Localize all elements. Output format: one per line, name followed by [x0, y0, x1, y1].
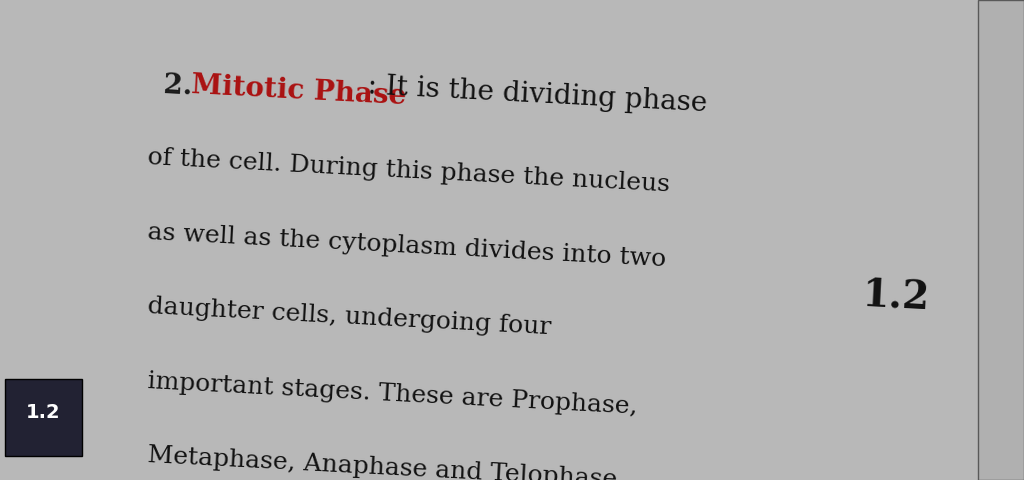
Text: Mitotic Phase: Mitotic Phase — [191, 72, 408, 110]
FancyBboxPatch shape — [5, 379, 82, 456]
Text: 2.: 2. — [163, 72, 203, 101]
Text: : It is the dividing phase: : It is the dividing phase — [358, 72, 708, 117]
Text: important stages. These are Prophase,: important stages. These are Prophase, — [147, 370, 638, 418]
Text: Metaphase, Anaphase and Telophase.: Metaphase, Anaphase and Telophase. — [147, 444, 626, 480]
Text: 1.2: 1.2 — [27, 403, 60, 422]
Text: daughter cells, undergoing four: daughter cells, undergoing four — [147, 295, 552, 339]
Text: as well as the cytoplasm divides into two: as well as the cytoplasm divides into tw… — [147, 221, 667, 271]
Text: 1.2: 1.2 — [861, 277, 931, 318]
FancyBboxPatch shape — [978, 0, 1024, 480]
Text: of the cell. During this phase the nucleus: of the cell. During this phase the nucle… — [147, 146, 671, 197]
